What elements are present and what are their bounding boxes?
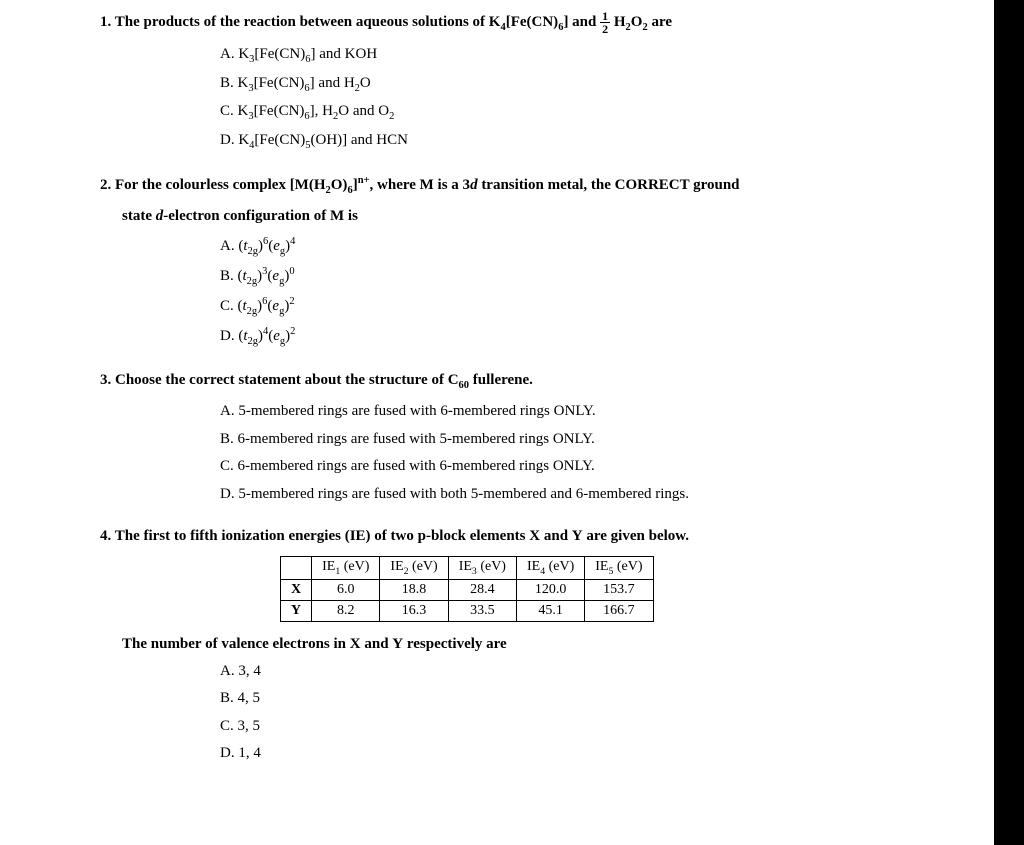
table-header-ie3: IE3 (eV)	[448, 556, 516, 579]
table-header-ie5: IE5 (eV)	[585, 556, 653, 579]
option-4a: A. 3, 4	[220, 659, 934, 685]
ionization-table: IE1 (eV) IE2 (eV) IE3 (eV) IE4 (eV) IE5 …	[280, 556, 934, 622]
question-1-options: A. K3[Fe(CN)6] and KOH B. K3[Fe(CN)6] an…	[220, 42, 934, 155]
table-header-ie2: IE2 (eV)	[380, 556, 448, 579]
table-row-x: X 6.0 18.8 28.4 120.0 153.7	[281, 579, 654, 600]
option-3d: D. 5-membered rings are fused with both …	[220, 482, 934, 508]
question-2-stem2: state d-electron configuration of M is	[122, 205, 934, 228]
question-4-stem: 4. The first to fifth ionization energie…	[100, 525, 934, 548]
option-2d: D. (t2g)4(eg)2	[220, 323, 934, 351]
option-1c: C. K3[Fe(CN)6], H2O and O2	[220, 99, 934, 126]
question-4-after: The number of valence electrons in X and…	[122, 636, 934, 653]
table-header-ie4: IE4 (eV)	[516, 556, 584, 579]
table-header-ie1: IE1 (eV)	[312, 556, 380, 579]
page-right-edge	[994, 0, 1024, 845]
question-3-stem: 3. Choose the correct statement about th…	[100, 369, 934, 394]
option-4c: C. 3, 5	[220, 714, 934, 740]
option-3c: C. 6-membered rings are fused with 6-mem…	[220, 454, 934, 480]
question-4-options: A. 3, 4 B. 4, 5 C. 3, 5 D. 1, 4	[220, 659, 934, 767]
option-4d: D. 1, 4	[220, 741, 934, 767]
question-1-stem: 1. The products of the reaction between …	[100, 10, 934, 36]
option-2a: A. (t2g)6(eg)4	[220, 233, 934, 261]
question-1: 1. The products of the reaction between …	[100, 10, 934, 155]
option-2c: C. (t2g)6(eg)2	[220, 293, 934, 321]
option-3a: A. 5-membered rings are fused with 6-mem…	[220, 399, 934, 425]
table-header-blank	[281, 556, 312, 579]
option-2b: B. (t2g)3(eg)0	[220, 263, 934, 291]
question-3: 3. Choose the correct statement about th…	[100, 369, 934, 508]
question-2-stem: 2. For the colourless complex [M(H2O)6]n…	[100, 173, 934, 199]
option-1a: A. K3[Fe(CN)6] and KOH	[220, 42, 934, 69]
option-1b: B. K3[Fe(CN)6] and H2O	[220, 71, 934, 98]
question-3-options: A. 5-membered rings are fused with 6-mem…	[220, 399, 934, 507]
table-row-y: Y 8.2 16.3 33.5 45.1 166.7	[281, 600, 654, 621]
question-4: 4. The first to fifth ionization energie…	[100, 525, 934, 766]
question-2-options: A. (t2g)6(eg)4 B. (t2g)3(eg)0 C. (t2g)6(…	[220, 233, 934, 350]
option-4b: B. 4, 5	[220, 686, 934, 712]
page-container: 1. The products of the reaction between …	[0, 0, 1024, 805]
question-2: 2. For the colourless complex [M(H2O)6]n…	[100, 173, 934, 351]
option-3b: B. 6-membered rings are fused with 5-mem…	[220, 427, 934, 453]
option-1d: D. K4[Fe(CN)5(OH)] and HCN	[220, 128, 934, 155]
